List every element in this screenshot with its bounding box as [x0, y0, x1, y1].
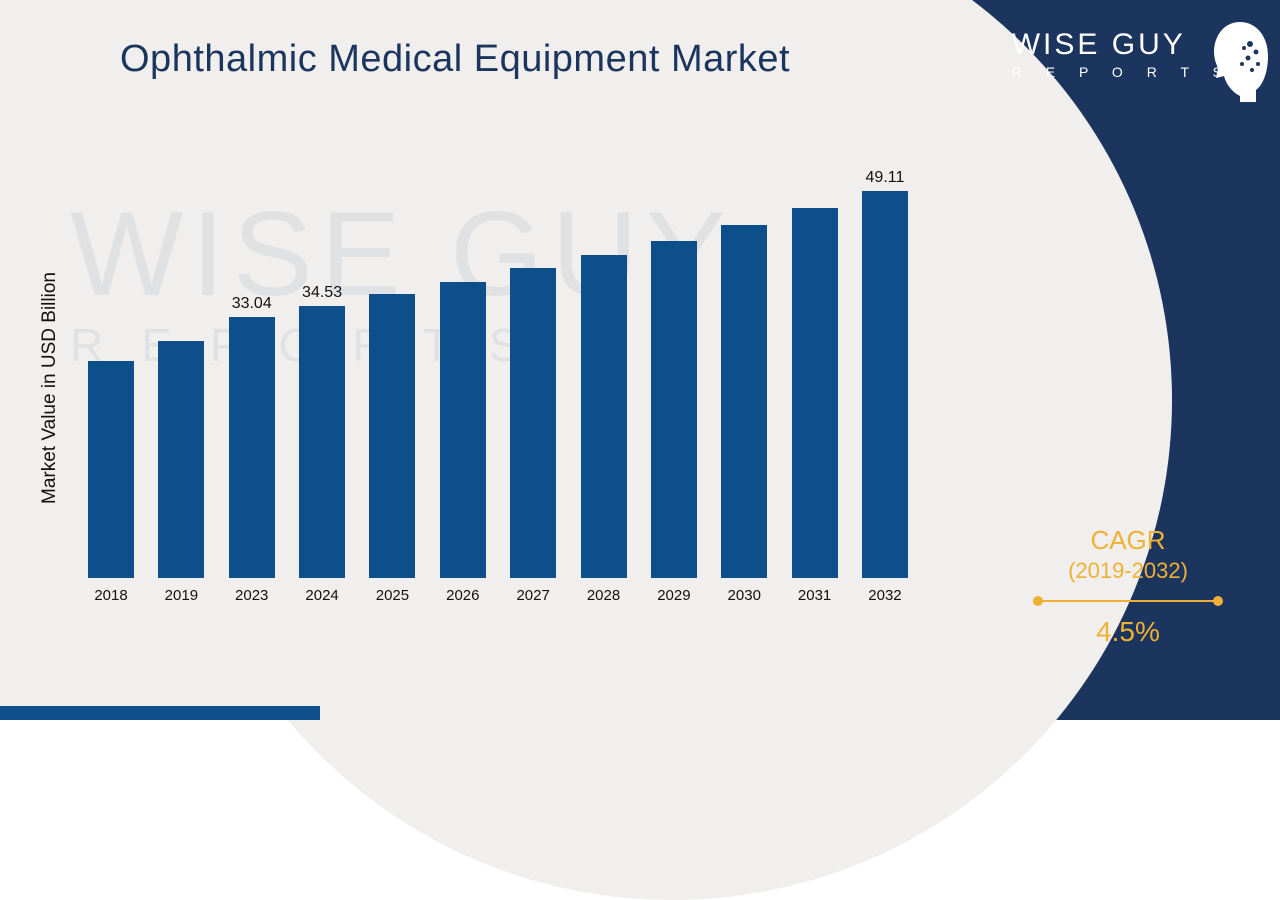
chart-canvas: WISE GUY REPORTS Ophthalmic Medical Equi… — [0, 0, 1280, 720]
cagr-value: 4.5% — [1028, 616, 1228, 648]
bar — [229, 317, 275, 578]
bar-chart: Market Value in USD Billion 27.502018302… — [60, 168, 910, 608]
bar-category-label: 2028 — [587, 587, 620, 604]
cagr-block: CAGR (2019-2032) 4.5% — [1028, 525, 1228, 648]
bar-category-label: 2019 — [165, 587, 198, 604]
bar-slot: 37.602026 — [440, 260, 486, 578]
bottom-accent-bar — [0, 706, 320, 720]
bar — [581, 255, 627, 578]
chart-title: Ophthalmic Medical Equipment Market — [120, 38, 790, 81]
bar — [651, 241, 697, 578]
bar-slot: 44.802030 — [721, 203, 767, 578]
bar-category-label: 2026 — [446, 587, 479, 604]
bar-category-label: 2031 — [798, 587, 831, 604]
brand-logo: WISE GUY R E P O R T S — [1012, 28, 1232, 80]
bar — [862, 191, 908, 578]
bars-container: 27.502018 302019 33.042023 34.532024 362025 3… — [88, 168, 908, 578]
bar-category-label: 2027 — [516, 587, 549, 604]
bar-slot: 46.902031 — [792, 186, 838, 578]
bar-slot: 302019 — [158, 319, 204, 578]
bar-value-label: 34.53 — [302, 284, 342, 302]
bar-category-label: 2025 — [376, 587, 409, 604]
bar-category-label: 2018 — [94, 587, 127, 604]
bar-category-label: 2030 — [728, 587, 761, 604]
cagr-period: (2019-2032) — [1028, 558, 1228, 584]
bar-value-label: 49.11 — [866, 169, 905, 187]
logo-head-icon — [1204, 18, 1276, 106]
bar-category-label: 2032 — [868, 587, 901, 604]
bar-category-label: 2024 — [305, 587, 338, 604]
bar — [721, 225, 767, 578]
bar — [369, 294, 415, 578]
bar-value-label: 33.04 — [232, 295, 272, 313]
bar — [792, 208, 838, 578]
y-axis-label: Market Value in USD Billion — [39, 272, 61, 504]
logo-main-text: WISE GUY — [1012, 28, 1232, 62]
bar — [440, 282, 486, 578]
cagr-title: CAGR — [1028, 525, 1228, 556]
bar-category-label: 2029 — [657, 587, 690, 604]
cagr-divider — [1038, 600, 1218, 602]
bar-slot: 33.042023 — [229, 295, 275, 578]
bar-slot: 42.802029 — [651, 219, 697, 578]
bar-category-label: 2023 — [235, 587, 268, 604]
bar-slot: 39.302027 — [510, 246, 556, 578]
bar — [510, 268, 556, 578]
bar-slot: 412028 — [581, 233, 627, 578]
bar-slot: 362025 — [369, 272, 415, 578]
bar-slot: 49.112032 — [862, 169, 908, 578]
bar — [88, 361, 134, 578]
bar — [299, 306, 345, 578]
bar-slot: 27.502018 — [88, 339, 134, 578]
logo-sub-text: R E P O R T S — [1012, 64, 1232, 80]
bar-slot: 34.532024 — [299, 284, 345, 578]
bar — [158, 341, 204, 578]
